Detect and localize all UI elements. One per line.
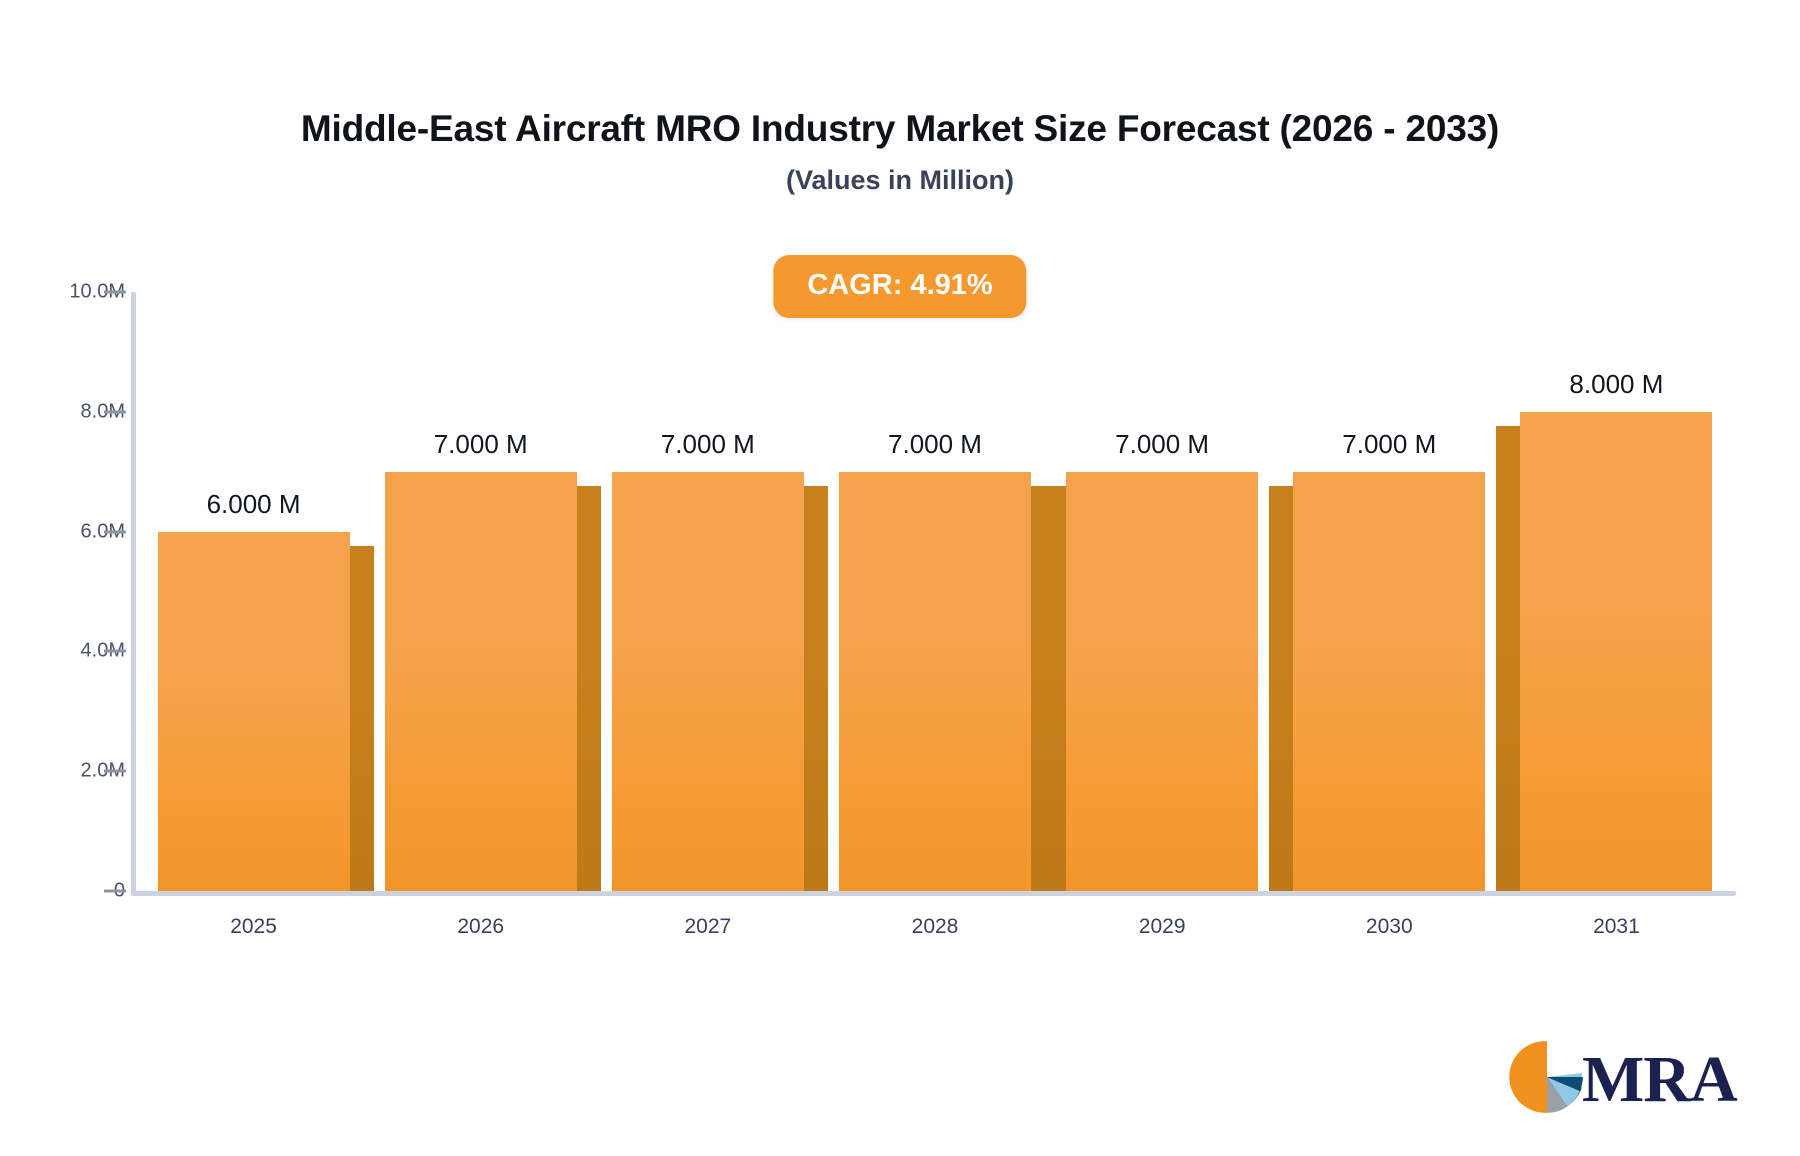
bar-side-face xyxy=(1496,425,1521,891)
bar-value-label: 7.000 M xyxy=(1115,428,1210,459)
y-axis-tick-label: 6.0M xyxy=(80,520,125,543)
y-axis-tick-label: 8.0M xyxy=(80,400,125,423)
bar-front-face xyxy=(384,471,577,891)
bar-front-face xyxy=(839,471,1031,891)
y-axis-tick-mark xyxy=(104,769,126,773)
bar: 8.000 M xyxy=(1496,369,1713,891)
bar-front-face xyxy=(1066,471,1259,891)
bar-front-face xyxy=(1520,411,1713,891)
y-axis-tick-mark xyxy=(104,410,126,414)
y-axis-tick-mark xyxy=(104,649,126,653)
y-axis-line xyxy=(131,292,136,894)
bar: 7.000 M xyxy=(1042,429,1259,891)
y-axis-tick-mark xyxy=(104,530,126,534)
mra-logo: MRA xyxy=(1508,1038,1738,1121)
bar: 7.000 M xyxy=(611,429,828,891)
bar: 7.000 M xyxy=(1269,429,1486,891)
x-axis-tick-label: 2031 xyxy=(1593,915,1640,938)
y-axis-tick-mark xyxy=(104,290,126,294)
bar-value-label: 7.000 M xyxy=(1342,428,1437,459)
bar-value-label: 7.000 M xyxy=(888,428,982,459)
bar-side-face xyxy=(803,485,828,891)
x-axis-tick-label: 2025 xyxy=(230,915,277,938)
bar: 7.000 M xyxy=(384,429,601,891)
x-axis-tick-label: 2028 xyxy=(911,915,959,938)
bar-front-face xyxy=(157,531,350,891)
x-axis-tick-label: 2027 xyxy=(684,915,732,938)
bar-side-face xyxy=(576,485,601,891)
x-axis-tick-label: 2029 xyxy=(1138,915,1186,938)
cagr-badge: CAGR: 4.91% xyxy=(773,255,1027,318)
pie-chart-icon xyxy=(1508,1038,1586,1121)
page-title: Middle-East Aircraft MRO Industry Market… xyxy=(300,108,1500,149)
bar-value-label: 6.000 M xyxy=(206,488,301,519)
bar-side-face xyxy=(349,545,374,891)
bar-value-label: 8.000 M xyxy=(1569,368,1664,399)
y-axis-tick-label: 4.0M xyxy=(80,639,125,662)
x-axis-tick-label: 2026 xyxy=(457,915,505,938)
bar-front-face xyxy=(1293,471,1486,891)
bar-value-label: 7.000 M xyxy=(660,428,755,459)
bar-side-face xyxy=(1042,485,1067,891)
y-axis-tick-label: 2.0M xyxy=(80,759,125,782)
bar: 7.000 M xyxy=(839,429,1055,891)
logo-text: MRA xyxy=(1582,1042,1738,1116)
x-axis-line xyxy=(131,891,1736,896)
bar-value-label: 7.000 M xyxy=(433,428,528,459)
chart-subtitle: (Values in Million) xyxy=(785,165,1015,195)
bar-side-face xyxy=(1269,485,1294,891)
bar: 6.000 M xyxy=(157,489,374,891)
bar-front-face xyxy=(611,471,804,891)
y-axis-tick-label: 10.0M xyxy=(69,280,125,303)
x-axis-tick-label: 2030 xyxy=(1365,915,1413,938)
y-axis-tick-mark xyxy=(104,889,126,893)
